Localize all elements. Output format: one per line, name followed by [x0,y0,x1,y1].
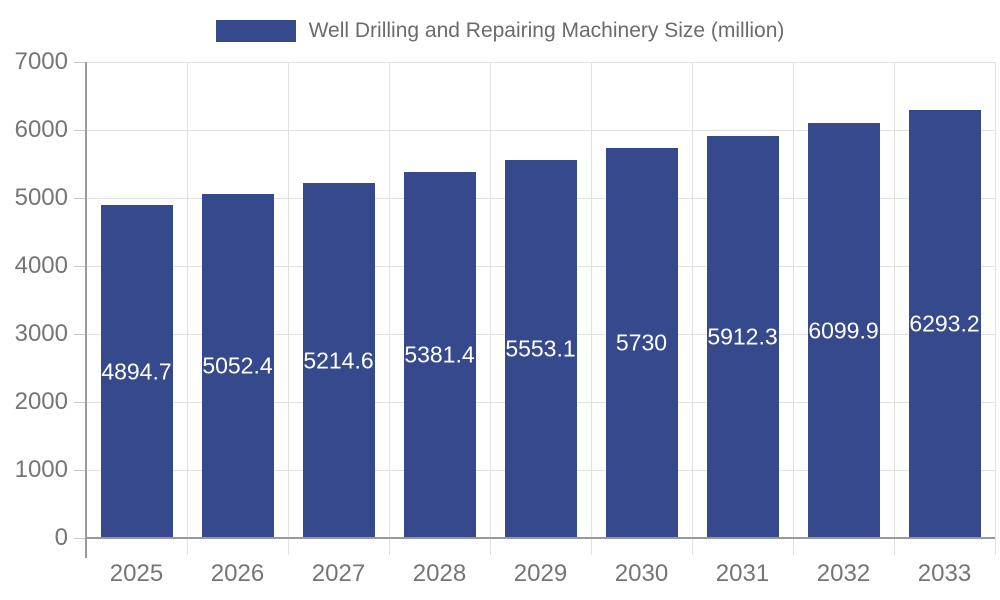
y-axis-tick [74,130,86,131]
x-axis-tick-label: 2029 [513,560,568,587]
v-gridline [691,62,693,555]
bar-value-label: 4894.7 [101,358,172,385]
bar-2026[interactable] [201,194,274,538]
y-axis-tick-label: 6000 [14,116,68,143]
bar-2025[interactable] [100,205,173,538]
y-axis-tick [74,266,86,267]
bar-2028[interactable] [403,172,476,538]
bar-2030[interactable] [605,148,678,538]
y-axis-tick [74,62,86,63]
legend-swatch [215,20,296,42]
y-axis-line [85,62,87,558]
x-axis-tick-label: 2030 [614,560,669,587]
legend-label: Well Drilling and Repairing Machinery Si… [308,19,785,42]
x-axis-tick-label: 2031 [715,560,770,587]
x-axis-tick-label: 2032 [816,560,871,587]
bar-2031[interactable] [706,135,779,538]
y-axis-tick-label: 4000 [14,252,68,279]
y-axis-tick [74,334,86,335]
v-gridline [792,62,794,555]
legend-item[interactable]: Well Drilling and Repairing Machinery Si… [0,20,1000,42]
bar-value-label: 5912.3 [707,323,778,350]
x-axis-tick-label: 2033 [917,560,972,587]
v-gridline [186,62,188,555]
bar-2029[interactable] [504,160,577,538]
bar-value-label: 6293.2 [909,310,980,337]
y-axis-tick [74,402,86,403]
bar-2032[interactable] [807,123,880,538]
v-gridline [994,62,996,555]
v-gridline [489,62,491,555]
y-axis-tick [74,198,86,199]
h-gridline [86,62,995,63]
bar-value-label: 5052.4 [202,352,273,379]
v-gridline [893,62,895,555]
y-axis-tick-label: 5000 [14,184,68,211]
v-gridline [388,62,390,555]
bar-value-label: 5381.4 [404,341,475,368]
y-axis-tick-label: 3000 [14,320,68,347]
plot-area: 4894.7 5052.4 5214.6 5381.4 5553.1 5730 5912.3… [85,62,996,558]
v-gridline [590,62,592,555]
bar-value-label: 5553.1 [505,335,576,362]
x-axis-tick-label: 2026 [210,560,265,587]
h-gridline [86,130,995,131]
bar-value-label: 5730 [615,329,668,356]
y-axis-tick [74,470,86,471]
bar-2027[interactable] [302,183,375,538]
x-axis-tick-label: 2027 [311,560,366,587]
v-gridline [287,62,289,555]
y-axis-tick-label: 7000 [14,48,68,75]
x-axis-line [86,537,995,539]
bar-value-label: 6099.9 [808,317,879,344]
bar-value-label: 5214.6 [303,347,374,374]
y-axis-tick-label: 1000 [14,456,68,483]
x-axis-tick-label: 2025 [109,560,164,587]
bar-2033[interactable] [908,110,981,538]
y-axis-tick [74,538,86,539]
y-axis-tick-label: 2000 [14,388,68,415]
x-axis-tick-label: 2028 [412,560,467,587]
y-axis-tick-label: 0 [54,524,68,551]
